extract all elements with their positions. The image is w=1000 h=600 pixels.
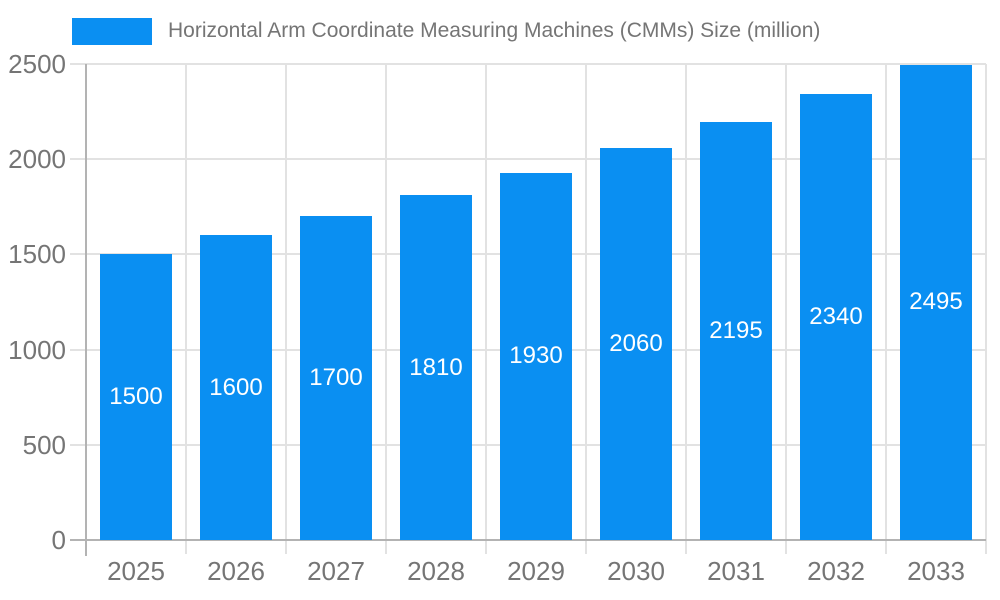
bar-value-label: 2060 — [609, 329, 663, 357]
x-tick-label-2029: 2029 — [507, 556, 565, 586]
x-tick-label-2025: 2025 — [107, 556, 165, 586]
x-tick-label-2026: 2026 — [207, 556, 265, 586]
bar-2031[interactable]: 2195 — [700, 122, 772, 540]
x-tick-label-2032: 2032 — [807, 556, 865, 586]
bar-value-label: 2495 — [909, 288, 963, 316]
bar-value-label: 2340 — [809, 303, 863, 331]
bar-value-label: 1930 — [509, 342, 563, 370]
bar-value-label: 1700 — [309, 364, 363, 392]
bar-2028[interactable]: 1810 — [400, 195, 472, 540]
bar-2027[interactable]: 1700 — [300, 216, 372, 540]
y-tick-label: 1000 — [8, 334, 66, 365]
v-gridline — [385, 64, 387, 554]
v-gridline — [985, 64, 987, 554]
x-axis-line — [70, 539, 986, 541]
y-tick-label: 0 — [51, 525, 66, 555]
bar-2030[interactable]: 2060 — [600, 147, 672, 540]
y-tick-label: 1500 — [8, 239, 66, 270]
bar-2029[interactable]: 1930 — [500, 172, 572, 540]
v-gridline — [885, 64, 887, 554]
y-tick-label: 500 — [22, 429, 66, 460]
bar-2025[interactable]: 1500 — [100, 254, 172, 540]
y-axis-line — [85, 64, 87, 556]
h-gridline — [70, 63, 986, 65]
y-tick-label: 2000 — [8, 144, 66, 175]
x-tick-label-2027: 2027 — [307, 556, 365, 586]
v-gridline — [285, 64, 287, 554]
bar-value-label: 1810 — [409, 353, 463, 381]
v-gridline — [785, 64, 787, 554]
bar-value-label: 1500 — [109, 383, 163, 411]
bar-2032[interactable]: 2340 — [800, 94, 872, 540]
x-tick-label-2031: 2031 — [707, 556, 765, 586]
legend[interactable]: Horizontal Arm Coordinate Measuring Mach… — [72, 17, 820, 45]
bar-2026[interactable]: 1600 — [200, 235, 272, 540]
y-tick-label: 2500 — [8, 49, 66, 79]
x-tick-label-2030: 2030 — [607, 556, 665, 586]
x-tick-label-2028: 2028 — [407, 556, 465, 586]
x-tick-label-2033: 2033 — [907, 556, 965, 586]
v-gridline — [685, 64, 687, 554]
h-gridline — [70, 158, 986, 161]
v-gridline — [585, 64, 587, 554]
legend-swatch — [72, 17, 152, 45]
bar-value-label: 2195 — [709, 317, 763, 345]
bar-value-label: 1600 — [209, 373, 263, 401]
bar-2033[interactable]: 2495 — [900, 64, 972, 540]
v-gridline — [485, 64, 487, 554]
v-gridline — [185, 64, 187, 554]
legend-label: Horizontal Arm Coordinate Measuring Mach… — [168, 19, 821, 42]
